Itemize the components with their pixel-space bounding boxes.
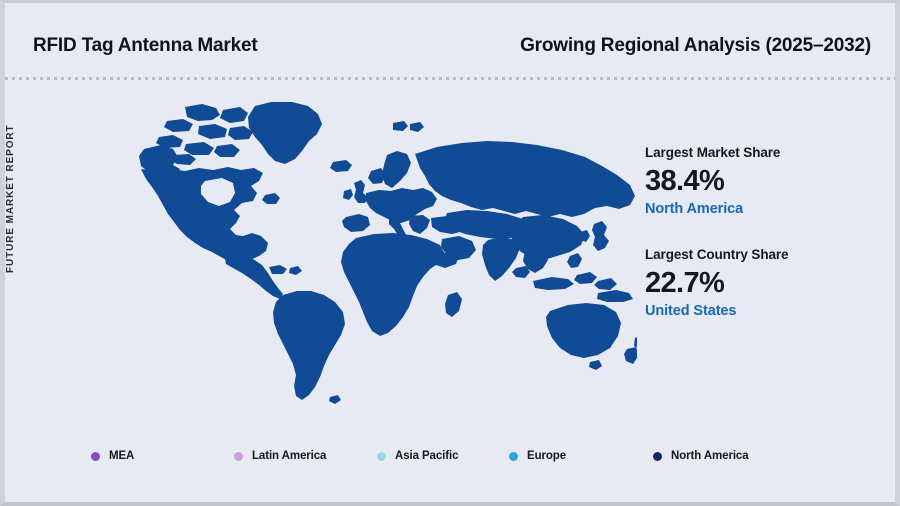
header-divider xyxy=(5,77,895,80)
legend-item-north-america: North America xyxy=(653,450,749,462)
brand-vertical-label: FUTURE MARKET REPORT xyxy=(5,124,16,273)
stat-label: Largest Country Share xyxy=(645,247,789,262)
stat-value: 22.7% xyxy=(645,267,725,299)
legend-color-swatch xyxy=(377,451,386,461)
infographic-canvas: RFID Tag Antenna Market Growing Regional… xyxy=(5,3,895,502)
legend-label: North America xyxy=(671,450,749,462)
stat-largest-market-share: Largest Market Share 38.4% North America xyxy=(645,145,885,217)
page-title: RFID Tag Antenna Market xyxy=(33,35,258,56)
legend-color-swatch xyxy=(509,451,518,461)
legend-item-asia-pacific: Asia Pacific xyxy=(377,450,458,462)
legend-label: Latin America xyxy=(252,450,327,462)
header: RFID Tag Antenna Market Growing Regional… xyxy=(5,3,895,80)
stat-region: United States xyxy=(645,303,737,319)
header-subtitle: Growing Regional Analysis (2025–2032) xyxy=(520,35,871,56)
legend-item-mea: MEA xyxy=(91,450,134,462)
world-map-icon xyxy=(139,102,637,404)
stat-region: North America xyxy=(645,201,744,217)
stat-value: 38.4% xyxy=(645,165,725,197)
legend-color-swatch xyxy=(91,451,100,461)
legend-item-europe: Europe xyxy=(509,450,566,462)
stats-panel: Largest Market Share 38.4% North America… xyxy=(645,145,885,349)
legend-label: Europe xyxy=(527,450,567,462)
legend-item-latin-america: Latin America xyxy=(234,450,326,462)
stat-largest-country-share: Largest Country Share 22.7% United State… xyxy=(645,247,885,319)
legend-color-swatch xyxy=(653,451,662,461)
legend-label: MEA xyxy=(109,450,135,462)
world-map xyxy=(137,95,637,415)
legend-label: Asia Pacific xyxy=(395,450,459,462)
legend-color-swatch xyxy=(234,451,243,461)
stat-label: Largest Market Share xyxy=(645,145,781,160)
legend: MEA Latin America Asia Pacific Europe No… xyxy=(91,450,801,470)
